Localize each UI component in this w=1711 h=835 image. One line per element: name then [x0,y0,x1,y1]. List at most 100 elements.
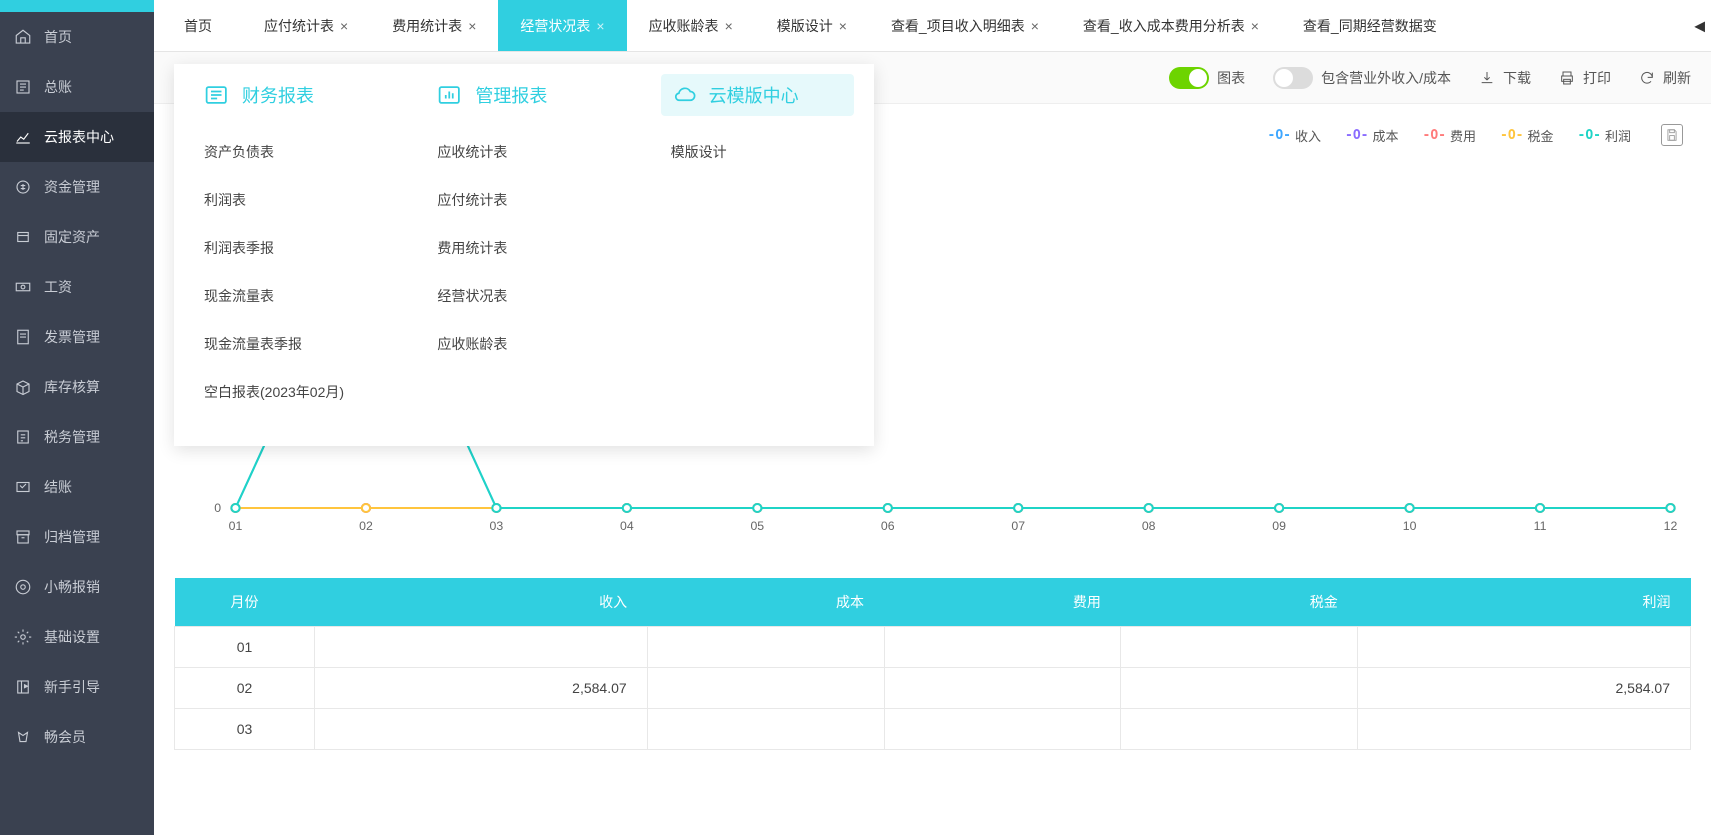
chart-toggle-group: 图表 [1169,67,1245,89]
chart-toggle[interactable] [1169,67,1209,89]
sidebar-item-home[interactable]: 首页 [0,12,154,62]
tab-7[interactable]: 查看_收入成本费用分析表 × [1061,0,1281,51]
table-body: 01022,584.072,584.0703 [175,627,1691,750]
tab-close-icon[interactable]: × [1251,18,1259,34]
sidebar-item-label: 总账 [44,77,72,97]
mega-item[interactable]: 费用统计表 [427,224,620,272]
include-external-label: 包含营业外收入/成本 [1321,68,1451,88]
sidebar-item-settings[interactable]: 基础设置 [0,612,154,662]
table-cell [1121,709,1358,750]
sidebar-item-archive[interactable]: 归档管理 [0,512,154,562]
table-cell: 01 [175,627,315,668]
tab-6[interactable]: 查看_项目收入明细表× [869,0,1061,51]
sidebar-item-reimburse[interactable]: 小畅报销 [0,562,154,612]
tab-bar: 首页应付统计表×费用统计表×经营状况表×应收账龄表×模版设计×查看_项目收入明细… [154,0,1711,52]
tab-close-icon[interactable]: × [468,18,476,34]
tab-8[interactable]: 查看_同期经营数据变 [1281,0,1459,51]
download-label: 下载 [1503,68,1531,88]
sidebar-item-money[interactable]: 资金管理 [0,162,154,212]
mega-heading-label: 管理报表 [475,82,547,108]
tabs-scroll-left-icon[interactable]: ◀ [1694,17,1705,34]
svg-text:0: 0 [214,501,221,515]
mega-heading[interactable]: 云模版中心 [661,74,854,116]
sidebar-item-label: 工资 [44,277,72,297]
sidebar-item-label: 资金管理 [44,177,100,197]
home-icon [14,28,32,46]
include-external-toggle[interactable] [1273,67,1313,89]
mega-item[interactable]: 应收账龄表 [427,320,620,368]
tab-label: 应收账龄表 [649,16,719,36]
tab-label: 模版设计 [777,16,833,36]
mega-item[interactable]: 现金流量表季报 [194,320,387,368]
tab-3[interactable]: 经营状况表× [498,0,626,51]
mega-item[interactable]: 经营状况表 [427,272,620,320]
sidebar-item-vip[interactable]: 畅会员 [0,712,154,762]
refresh-button[interactable]: 刷新 [1639,68,1691,88]
tab-1[interactable]: 应付统计表× [242,0,370,51]
tab-close-icon[interactable]: × [340,18,348,34]
sidebar-item-chart[interactable]: 云报表中心 [0,112,154,162]
invoice-icon [14,328,32,346]
legend-item[interactable]: -O- 税金 [1500,126,1554,145]
svg-text:07: 07 [1011,519,1025,533]
sidebar-brand-strip [0,0,154,12]
mega-item[interactable]: 利润表 [194,176,387,224]
legend-item[interactable]: -O- 成本 [1345,126,1399,145]
chart-save-button[interactable] [1661,124,1683,146]
table-cell [1358,709,1691,750]
table-header: 月份收入成本费用税金利润 [175,578,1691,627]
tab-close-icon[interactable]: × [839,18,847,34]
sidebar-item-close[interactable]: 结账 [0,462,154,512]
tab-close-icon[interactable]: × [1031,18,1039,34]
mega-item[interactable]: 模版设计 [661,128,854,176]
mega-item[interactable]: 应收统计表 [427,128,620,176]
tab-label: 查看_收入成本费用分析表 [1083,16,1245,36]
mega-item[interactable]: 现金流量表 [194,272,387,320]
legend-dash: -O- [1345,128,1368,143]
legend-label: 税金 [1527,126,1553,145]
mega-heading-label: 云模版中心 [709,82,799,108]
svg-text:09: 09 [1272,519,1286,533]
download-button[interactable]: 下载 [1479,68,1531,88]
legend-item[interactable]: -O- 利润 [1578,126,1632,145]
sidebar-item-ledger[interactable]: 总账 [0,62,154,112]
table-col-header: 利润 [1358,578,1691,627]
legend-dash: -O- [1423,128,1446,143]
mega-item[interactable]: 应付统计表 [427,176,620,224]
table-row: 022,584.072,584.07 [175,668,1691,709]
table-cell: 2,584.07 [315,668,648,709]
sidebar-item-asset[interactable]: 固定资产 [0,212,154,262]
print-button[interactable]: 打印 [1559,68,1611,88]
tab-close-icon[interactable]: × [725,18,733,34]
sidebar-item-label: 畅会员 [44,727,86,747]
tab-2[interactable]: 费用统计表 × [370,0,498,51]
report-mega-menu: 财务报表资产负债表利润表利润表季报现金流量表现金流量表季报空白报表(2023年0… [174,64,874,446]
tab-label: 费用统计表 [392,16,462,36]
sidebar-item-label: 发票管理 [44,327,100,347]
mega-item[interactable]: 利润表季报 [194,224,387,272]
mega-heading[interactable]: 管理报表 [427,74,620,116]
tab-close-icon[interactable]: × [596,18,604,34]
mega-heading[interactable]: 财务报表 [194,74,387,116]
svg-text:03: 03 [490,519,504,533]
sidebar-item-salary[interactable]: 工资 [0,262,154,312]
mega-item[interactable]: 资产负债表 [194,128,387,176]
tab-0[interactable]: 首页 [154,0,242,51]
settings-icon [14,628,32,646]
tab-5[interactable]: 模版设计 × [755,0,869,51]
mega-item[interactable]: 空白报表(2023年02月) [194,368,387,416]
sidebar-item-guide[interactable]: 新手引导 [0,662,154,712]
chart-icon [14,128,32,146]
tab-4[interactable]: 应收账龄表 × [627,0,755,51]
legend-item[interactable]: -O- 费用 [1423,126,1477,145]
legend-item[interactable]: -O- 收入 [1268,126,1322,145]
svg-text:02: 02 [359,519,373,533]
tax-icon [14,428,32,446]
table-col-header: 成本 [647,578,884,627]
table-cell [647,627,884,668]
svg-text:04: 04 [620,519,634,533]
sidebar-item-inventory[interactable]: 库存核算 [0,362,154,412]
table-cell [647,709,884,750]
sidebar-item-tax[interactable]: 税务管理 [0,412,154,462]
sidebar-item-invoice[interactable]: 发票管理 [0,312,154,362]
